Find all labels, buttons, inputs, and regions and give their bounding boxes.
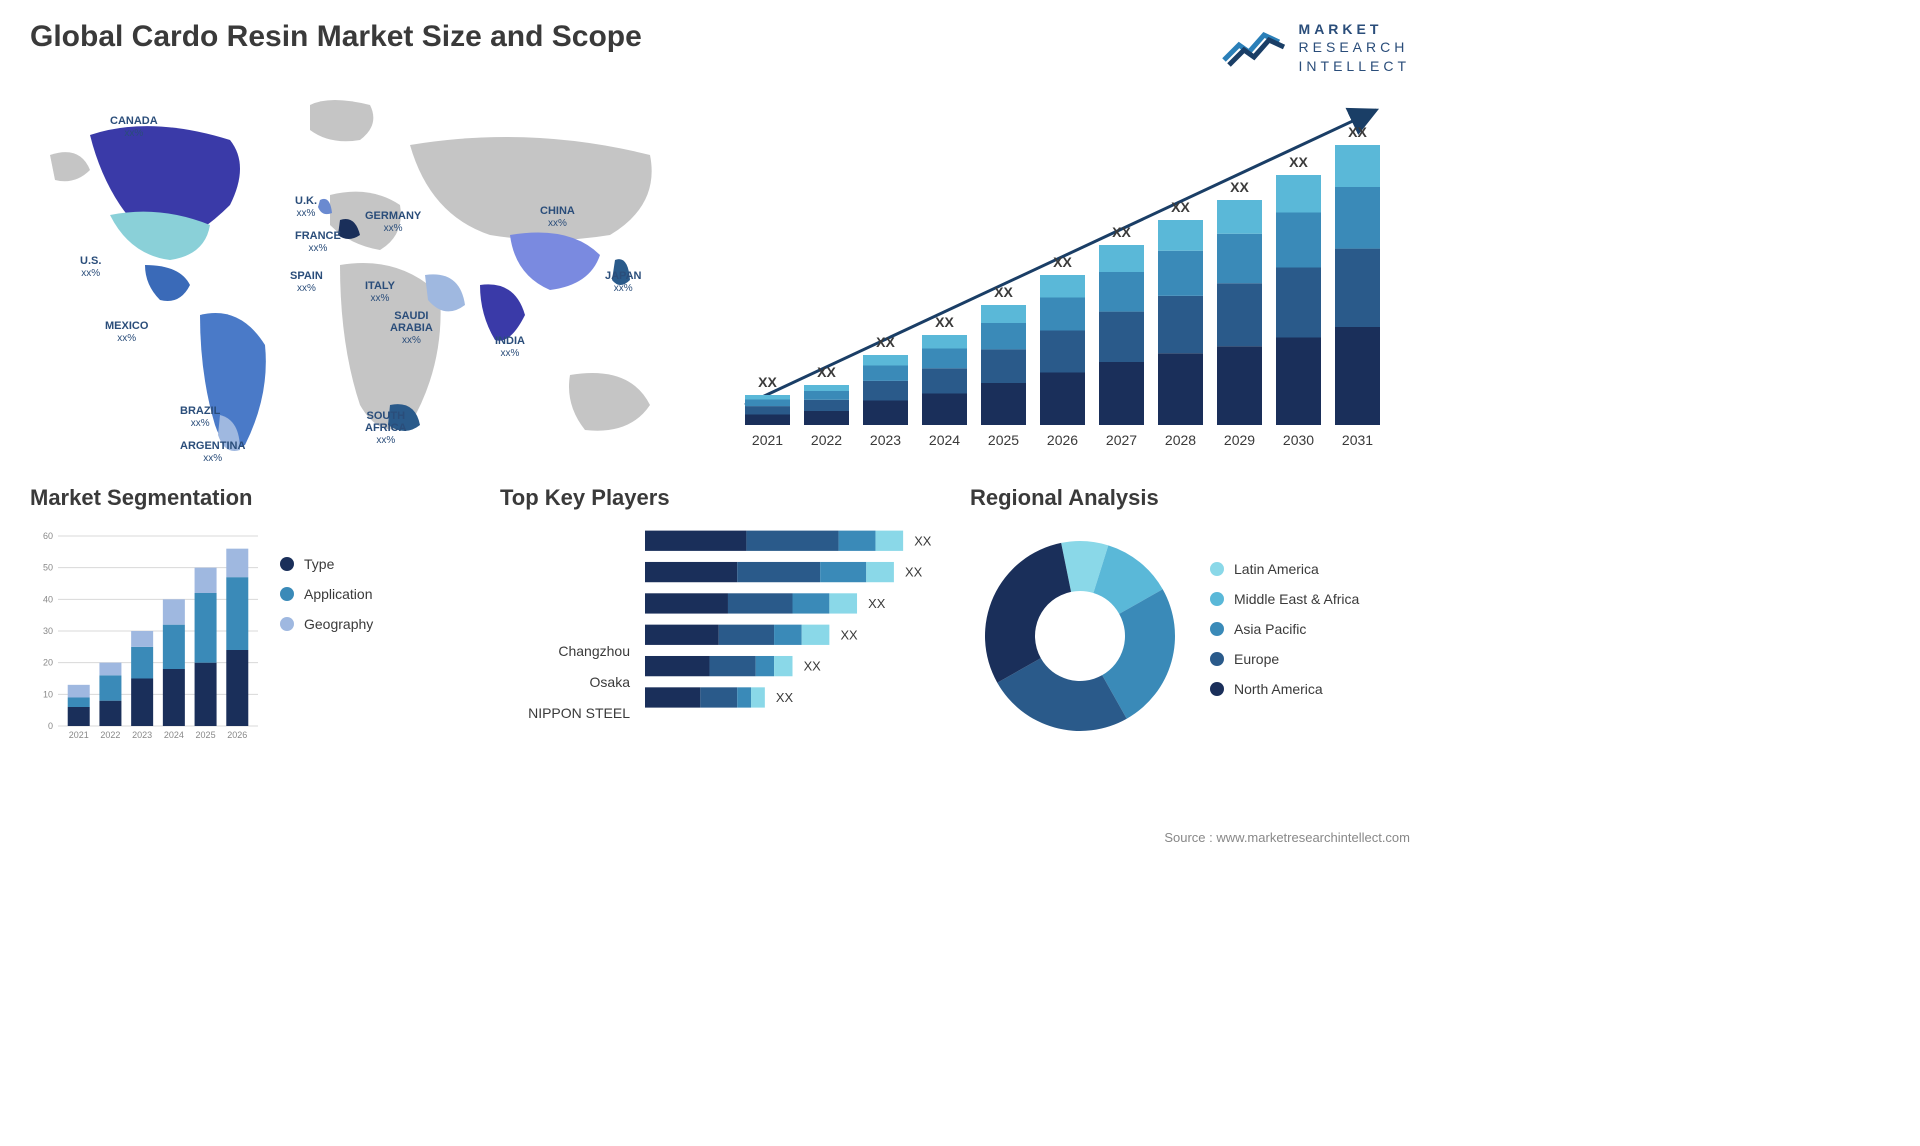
svg-text:2022: 2022	[811, 432, 842, 448]
svg-text:XX: XX	[817, 364, 836, 380]
svg-text:XX: XX	[1348, 124, 1367, 140]
legend-item: North America	[1210, 681, 1410, 697]
svg-text:XX: XX	[776, 690, 794, 705]
svg-text:XX: XX	[840, 627, 858, 642]
svg-text:2023: 2023	[132, 730, 152, 740]
svg-text:2022: 2022	[100, 730, 120, 740]
forecast-chart: XX 2021 XX 2022 XX 2023 XX 2024 XX 2025 XX 2026 XX 20…	[710, 85, 1410, 465]
legend-item: Type	[280, 556, 470, 572]
svg-text:2027: 2027	[1106, 432, 1137, 448]
map-label: U.K.xx%	[295, 195, 317, 219]
segmentation-chart: 0 10 20 30 40 50 60 2021 2022 2023 2024 2025 2026	[30, 526, 260, 746]
brand-logo: MARKET RESEARCH INTELLECT	[1219, 20, 1410, 75]
svg-text:60: 60	[43, 531, 53, 541]
players-chart: XX XX XX XX XX XX	[645, 526, 940, 746]
svg-text:2021: 2021	[752, 432, 783, 448]
segmentation-title: Market Segmentation	[30, 485, 470, 511]
regional-legend: Latin America Middle East & Africa Asia Pa…	[1210, 561, 1410, 711]
map-label: U.S.xx%	[80, 255, 101, 279]
map-label: CANADAxx%	[110, 115, 158, 139]
map-label: BRAZILxx%	[180, 405, 220, 429]
segmentation-legend: Type Application Geography	[280, 526, 470, 746]
svg-text:XX: XX	[876, 334, 895, 350]
world-map: CANADAxx% U.S.xx% MEXICOxx% BRAZILxx% ARGENT…	[30, 85, 680, 465]
player-label: Osaka	[500, 667, 630, 698]
map-label: ITALYxx%	[365, 280, 395, 304]
players-title: Top Key Players	[500, 485, 940, 511]
player-label: NIPPON STEEL	[500, 698, 630, 729]
svg-text:2023: 2023	[870, 432, 901, 448]
svg-text:2021: 2021	[69, 730, 89, 740]
map-label: SAUDIARABIAxx%	[390, 310, 433, 346]
map-label: SOUTHAFRICAxx%	[365, 410, 407, 446]
svg-text:0: 0	[48, 721, 53, 731]
svg-text:XX: XX	[994, 284, 1013, 300]
legend-item: Application	[280, 586, 470, 602]
logo-text-3: INTELLECT	[1299, 57, 1410, 75]
svg-text:2031: 2031	[1342, 432, 1373, 448]
source-text: Source : www.marketresearchintellect.com	[1164, 830, 1410, 845]
svg-text:2030: 2030	[1283, 432, 1314, 448]
legend-item: Middle East & Africa	[1210, 591, 1410, 607]
svg-text:2026: 2026	[227, 730, 247, 740]
legend-item: Geography	[280, 616, 470, 632]
svg-text:XX: XX	[868, 596, 886, 611]
svg-text:2029: 2029	[1224, 432, 1255, 448]
svg-text:30: 30	[43, 626, 53, 636]
svg-text:2028: 2028	[1165, 432, 1196, 448]
svg-text:XX: XX	[914, 533, 932, 548]
svg-text:20: 20	[43, 658, 53, 668]
player-label: Changzhou	[500, 636, 630, 667]
svg-text:XX: XX	[905, 565, 923, 580]
svg-text:XX: XX	[758, 374, 777, 390]
svg-text:XX: XX	[935, 314, 954, 330]
map-label: INDIAxx%	[495, 335, 525, 359]
svg-text:XX: XX	[1112, 224, 1131, 240]
legend-item: Europe	[1210, 651, 1410, 667]
map-label: MEXICOxx%	[105, 320, 148, 344]
regional-donut	[970, 526, 1190, 746]
map-label: JAPANxx%	[605, 270, 641, 294]
logo-mark-icon	[1219, 20, 1289, 75]
map-label: ARGENTINAxx%	[180, 440, 245, 464]
svg-text:40: 40	[43, 594, 53, 604]
legend-item: Asia Pacific	[1210, 621, 1410, 637]
legend-item: Latin America	[1210, 561, 1410, 577]
svg-text:2025: 2025	[988, 432, 1019, 448]
svg-text:XX: XX	[804, 659, 822, 674]
svg-text:50: 50	[43, 563, 53, 573]
logo-text-2: RESEARCH	[1299, 38, 1410, 56]
map-label: GERMANYxx%	[365, 210, 421, 234]
svg-text:2025: 2025	[196, 730, 216, 740]
logo-text-1: MARKET	[1299, 20, 1410, 38]
svg-text:2024: 2024	[929, 432, 960, 448]
map-label: FRANCExx%	[295, 230, 341, 254]
svg-text:XX: XX	[1171, 199, 1190, 215]
regional-title: Regional Analysis	[970, 485, 1410, 511]
map-label: SPAINxx%	[290, 270, 323, 294]
svg-text:10: 10	[43, 689, 53, 699]
page-title: Global Cardo Resin Market Size and Scope	[30, 20, 642, 54]
svg-text:XX: XX	[1053, 254, 1072, 270]
svg-text:XX: XX	[1289, 154, 1308, 170]
players-labels: ChangzhouOsakaNIPPON STEEL	[500, 526, 630, 746]
svg-text:2026: 2026	[1047, 432, 1078, 448]
svg-text:XX: XX	[1230, 179, 1249, 195]
svg-text:2024: 2024	[164, 730, 184, 740]
map-label: CHINAxx%	[540, 205, 575, 229]
